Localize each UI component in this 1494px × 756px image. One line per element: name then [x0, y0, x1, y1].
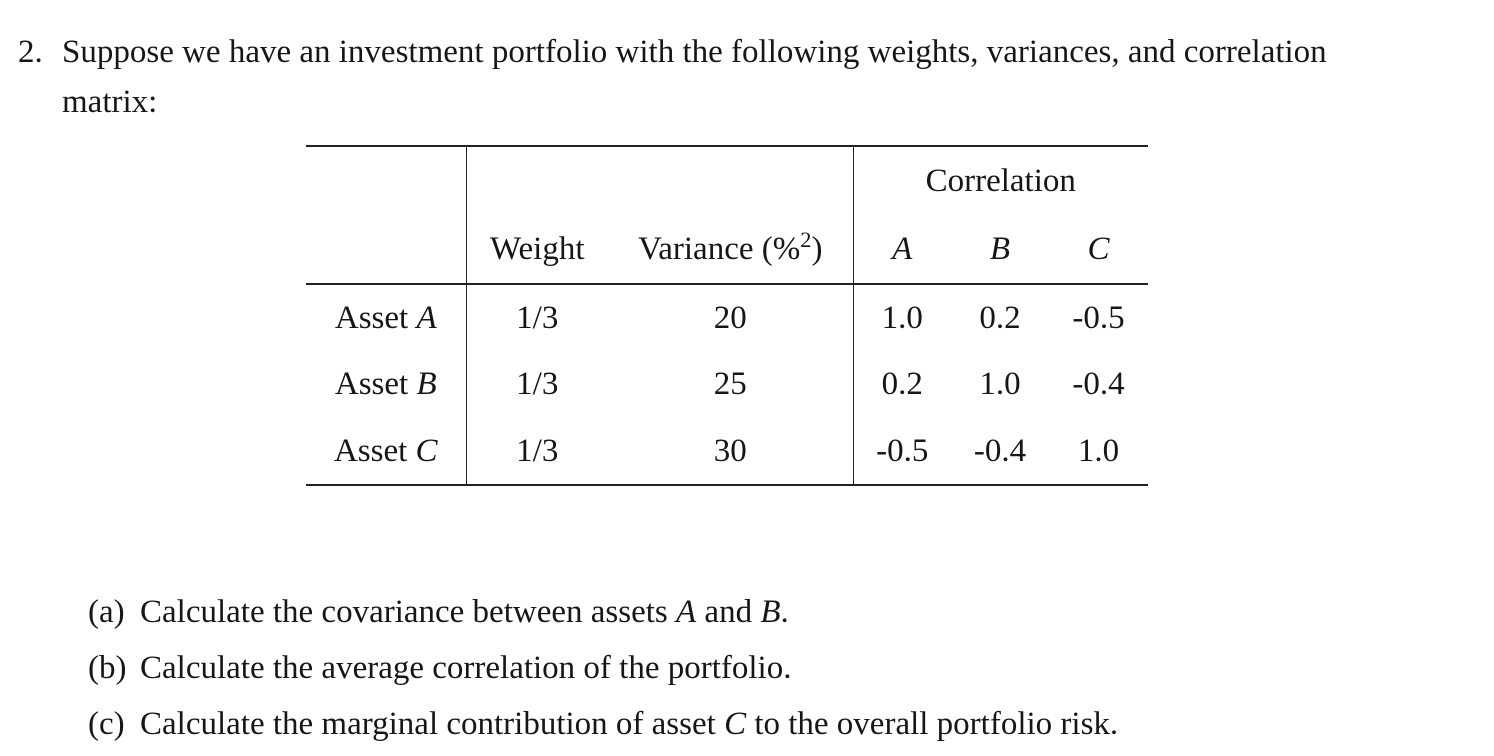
empty-corner-cell: [306, 215, 467, 285]
portfolio-table: Correlation Weight Variance (%2) A B C A…: [306, 145, 1148, 486]
corr-cell: -0.4: [973, 432, 1027, 469]
question-text: Calculate the average correlation of the…: [140, 650, 792, 686]
problem-number: 2.: [18, 34, 43, 70]
weight-cell: 1/3: [516, 299, 559, 336]
correlation-group-header: Correlation: [925, 162, 1076, 199]
question-a: (a) Calculate the covariance between asse…: [88, 584, 1118, 640]
question-text: Calculate the marginal contribution of a…: [140, 706, 1119, 742]
row-label: Asset B: [306, 351, 467, 418]
corr-cell: -0.5: [1072, 299, 1125, 336]
corr-cell: 0.2: [979, 299, 1021, 336]
empty-corner-cell: [306, 146, 467, 215]
corr-cell: 1.0: [1077, 432, 1120, 469]
corr-column-header-b: B: [951, 215, 1049, 285]
empty-header-cell: [466, 146, 854, 215]
variance-cell: 20: [608, 284, 854, 351]
variance-cell: 30: [608, 418, 854, 485]
corr-cell: 1.0: [979, 366, 1021, 402]
problem-text: Suppose we have an investment portfolio …: [62, 27, 1327, 127]
variance-header-prefix: Variance (%: [638, 230, 801, 267]
table-header-group-row: Correlation: [306, 146, 1148, 215]
weight-cell: 1/3: [516, 366, 559, 402]
question-label: (c): [88, 706, 125, 742]
corr-column-header-a: A: [853, 215, 951, 285]
question-label: (a): [88, 594, 125, 630]
corr-cell: -0.5: [876, 432, 929, 469]
question-text: Calculate the covariance between assets …: [140, 594, 789, 630]
asset-row-c: Asset C 1/3 30 -0.5 -0.4 1.0: [306, 418, 1148, 485]
corr-column-header-c: C: [1049, 215, 1148, 285]
asset-row-a: Asset A 1/3 20 1.0 0.2 -0.5: [306, 284, 1148, 351]
corr-cell: 1.0: [881, 299, 923, 336]
question-c: (c) Calculate the marginal contribution o…: [88, 696, 1118, 752]
question-label: (b): [88, 650, 127, 686]
variance-cell: 25: [608, 351, 854, 418]
question-b: (b) Calculate the average correlation of …: [88, 640, 1118, 696]
row-label: Asset A: [306, 284, 467, 351]
variance-column-header: Variance (%2): [608, 215, 854, 285]
variance-header-suffix: ): [811, 230, 823, 267]
problem-text-line-2: matrix:: [62, 84, 158, 120]
problem-statement: 2. Suppose we have an investment portfol…: [18, 27, 1327, 127]
question-list: (a) Calculate the covariance between asse…: [88, 584, 1118, 752]
corr-cell: -0.4: [1072, 366, 1125, 402]
problem-text-line-1: Suppose we have an investment portfolio …: [62, 34, 1327, 70]
weight-column-header: Weight: [466, 215, 608, 285]
corr-cell: 0.2: [881, 366, 923, 402]
row-label: Asset C: [306, 418, 467, 485]
variance-header-superscript: 2: [800, 226, 812, 252]
asset-row-b: Asset B 1/3 25 0.2 1.0 -0.4: [306, 351, 1148, 418]
table-column-header-row: Weight Variance (%2) A B C: [306, 215, 1148, 285]
weight-cell: 1/3: [516, 432, 559, 469]
